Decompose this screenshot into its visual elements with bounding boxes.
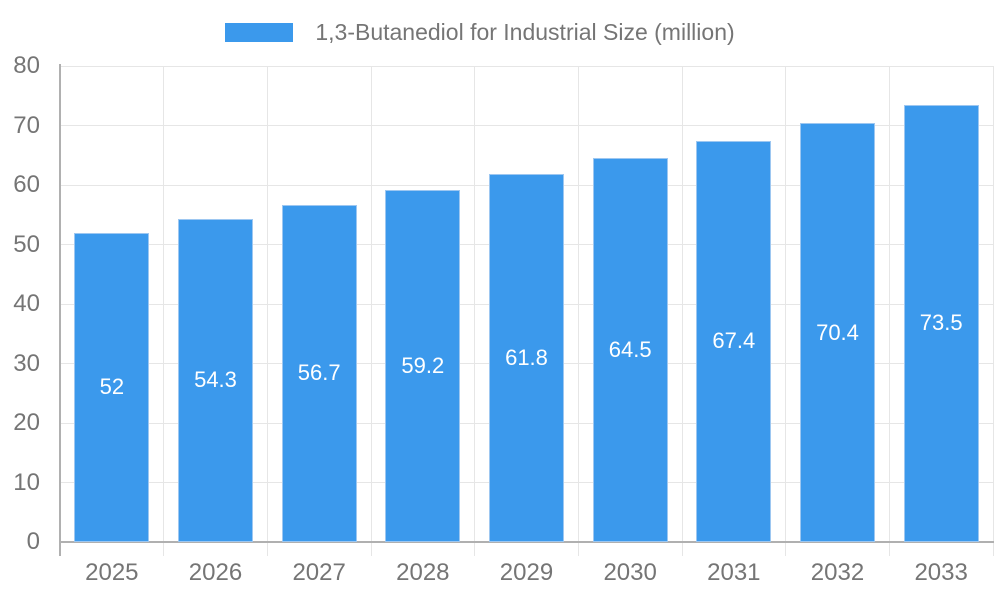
category-gridline [785, 66, 787, 542]
category-gridline [577, 66, 579, 542]
category-gridline [474, 66, 476, 542]
y-axis-tick-label: 0 [26, 528, 40, 555]
bar-value-label: 73.5 [919, 310, 963, 336]
bar-2032[interactable] [800, 123, 875, 542]
x-axis-tick [992, 542, 994, 556]
y-axis-line [59, 64, 61, 556]
bar-value-label: 59.2 [401, 352, 445, 378]
x-axis-tick [888, 542, 890, 556]
category-gridline [370, 66, 372, 542]
chart-legend[interactable]: 1,3-Butanediol for Industrial Size (mill… [0, 18, 1000, 46]
y-axis-tick-label: 50 [13, 230, 40, 258]
bar-2030[interactable] [592, 158, 668, 542]
category-gridline [992, 66, 994, 542]
x-axis-tick-label: 2033 [914, 559, 968, 586]
y-axis-tick-label: 20 [13, 409, 40, 436]
y-axis-tick-label: 70 [13, 111, 40, 139]
y-axis-tick-label: 30 [13, 349, 40, 377]
bar-2025[interactable] [74, 232, 150, 542]
category-gridline [888, 66, 890, 542]
x-axis-tick-label: 2032 [810, 559, 865, 586]
bar-2026[interactable] [178, 218, 253, 542]
category-gridline [266, 66, 268, 542]
bar-2027[interactable] [281, 204, 357, 542]
bar-value-label: 64.5 [608, 337, 652, 363]
y-gridline [60, 125, 993, 126]
bar-value-label: 70.4 [816, 319, 859, 345]
y-axis-tick-label: 80 [13, 52, 40, 79]
bar-2028[interactable] [385, 189, 461, 542]
bar-value-label: 67.4 [712, 328, 756, 354]
legend-swatch [225, 22, 294, 42]
x-axis-tick-label: 2026 [188, 559, 243, 586]
x-axis-tick [577, 542, 579, 556]
x-axis-tick-label: 2031 [707, 559, 761, 586]
x-axis-tick-label: 2025 [85, 559, 139, 586]
x-axis-tick-label: 2030 [603, 559, 657, 586]
x-axis-tick-label: 2029 [499, 559, 554, 586]
x-axis-tick [163, 542, 165, 556]
legend-label: 1,3-Butanediol for Industrial Size (mill… [315, 19, 735, 45]
bar-2033[interactable] [903, 104, 979, 542]
x-axis-tick [785, 542, 787, 556]
x-axis-tick-label: 2028 [396, 559, 450, 586]
x-axis-tick [681, 542, 683, 556]
x-axis-tick-label: 2027 [292, 559, 346, 586]
bar-value-label: 61.8 [505, 345, 548, 371]
bar-value-label: 56.7 [297, 360, 341, 386]
category-gridline [681, 66, 683, 542]
bar-value-label: 52 [99, 374, 125, 400]
x-axis-tick [474, 542, 476, 556]
bar-2031[interactable] [696, 140, 772, 542]
x-axis-baseline [59, 541, 994, 543]
category-gridline [163, 66, 165, 542]
y-axis-tick-label: 60 [13, 171, 40, 198]
y-gridline [60, 65, 993, 67]
y-axis-tick-label: 10 [13, 468, 40, 496]
bar-value-label: 54.3 [194, 367, 237, 393]
y-axis-tick-label: 40 [13, 290, 40, 317]
x-axis-tick [266, 542, 268, 556]
x-axis-tick [370, 542, 372, 556]
bar-2029[interactable] [489, 174, 564, 542]
